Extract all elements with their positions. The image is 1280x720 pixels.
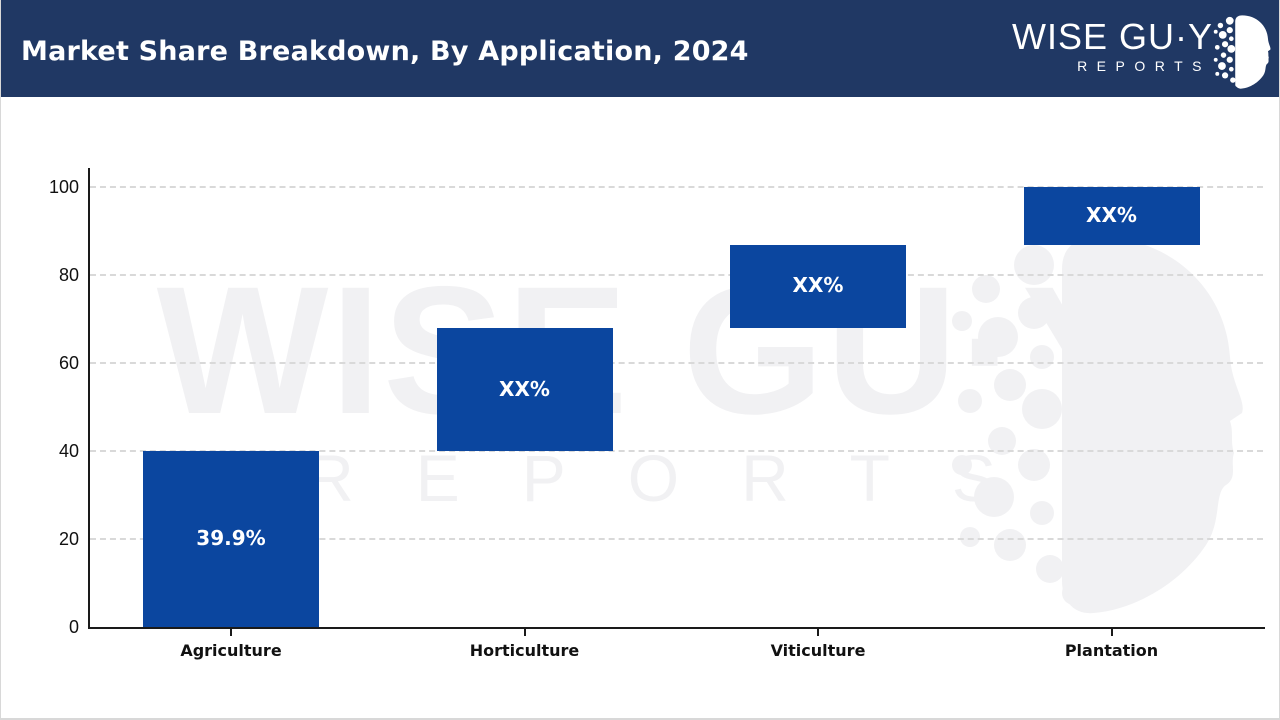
bar-value-label-agriculture: 39.9%	[196, 526, 266, 551]
x-axis-tick	[1110, 629, 1113, 636]
y-axis-tick-label: 20	[58, 529, 79, 549]
y-axis-line	[88, 168, 90, 629]
chart-title: Market Share Breakdown, By Application, …	[21, 36, 749, 67]
wiseguy-logo-face-icon	[1213, 15, 1271, 89]
gridline-60	[90, 362, 1263, 364]
bar-value-label-horticulture: XX%	[499, 376, 550, 401]
y-axis-tick-label: 100	[48, 177, 79, 197]
bar-plantation	[1023, 187, 1200, 245]
x-axis-tick	[817, 629, 819, 636]
x-axis-label-plantation: Plantation	[1064, 641, 1159, 660]
gridline-100	[90, 186, 1263, 188]
y-axis-tick-label: 40	[58, 441, 79, 461]
y-axis-tick-label: 60	[58, 353, 79, 373]
y-axis-tick-label: 80	[58, 265, 79, 285]
gridline-80	[90, 274, 1263, 276]
gridline-20	[90, 538, 1263, 540]
bar-horticulture	[436, 327, 613, 452]
gridline-40	[90, 450, 1263, 452]
x-axis-label-horticulture: Horticulture	[469, 641, 580, 660]
header-banner: Market Share Breakdown, By Application, …	[1, 0, 1279, 97]
bar-value-label-viticulture: XX%	[792, 273, 844, 298]
wiseguy-logo: WISE GU·Y REPORTS	[1011, 15, 1271, 89]
bar-viticulture	[730, 244, 906, 328]
x-axis-tick	[523, 629, 526, 636]
x-axis-tick	[230, 629, 232, 636]
x-axis-label-viticulture: Viticulture	[770, 641, 866, 660]
x-axis-line	[88, 627, 1265, 629]
bar-value-label-plantation: XX%	[1086, 202, 1137, 227]
logo-wordmark: WISE GU·Y	[1011, 16, 1213, 57]
y-axis-tick-label: 0	[68, 617, 79, 637]
bar-agriculture	[143, 451, 319, 627]
logo-reports-text: REPORTS	[1077, 58, 1211, 74]
x-axis-label-agriculture: Agriculture	[180, 641, 282, 660]
